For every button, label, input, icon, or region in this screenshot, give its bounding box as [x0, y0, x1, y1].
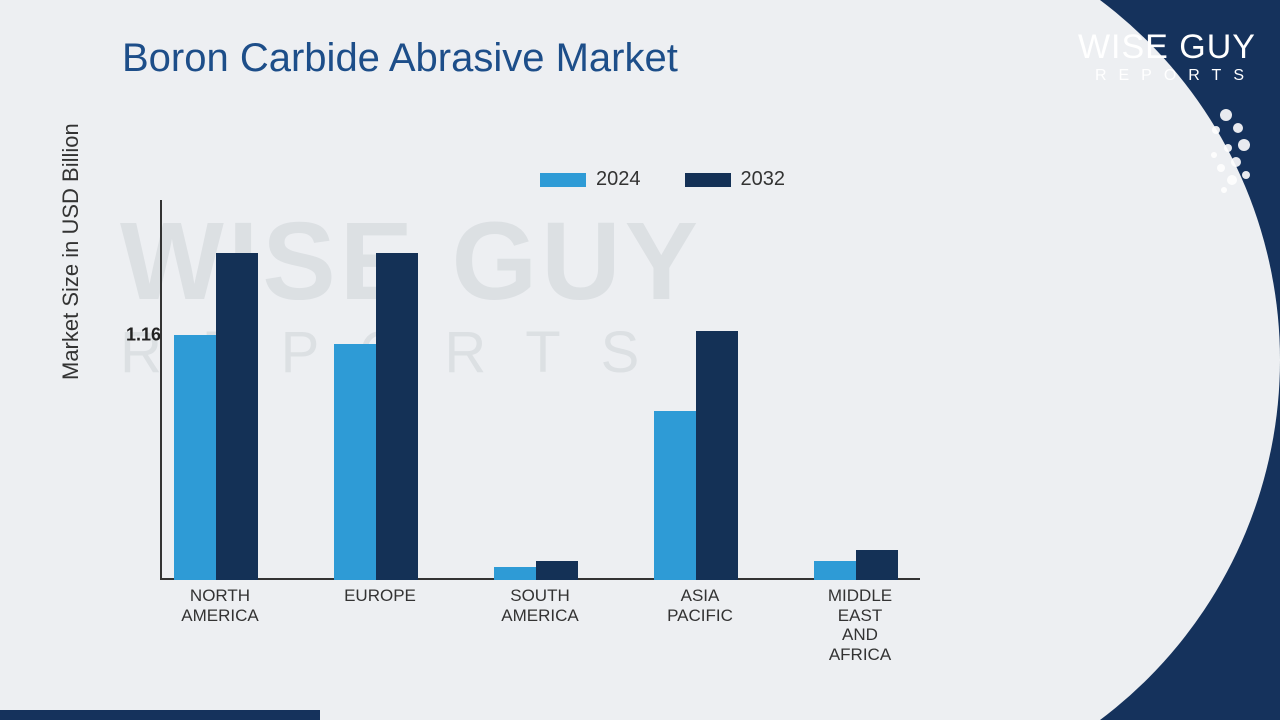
legend: 2024 2032 — [540, 168, 785, 191]
bar-2024 — [814, 561, 856, 580]
y-axis — [160, 200, 162, 580]
bar-2032 — [696, 331, 738, 580]
plot-area: NORTH AMERICAEUROPESOUTH AMERICAASIA PAC… — [120, 200, 920, 580]
legend-label-2024: 2024 — [596, 168, 641, 191]
legend-label-2032: 2032 — [741, 168, 786, 191]
brand-head-icon — [1166, 100, 1256, 210]
y-axis-label: Market Size in USD Billion — [58, 123, 84, 380]
x-category-label: ASIA PACIFIC — [630, 580, 770, 625]
bar-2024 — [654, 411, 696, 580]
x-category-label: EUROPE — [310, 580, 450, 606]
legend-item-2024: 2024 — [540, 168, 641, 191]
brand-line1: WISE GUY — [1078, 28, 1256, 67]
x-category-label: SOUTH AMERICA — [470, 580, 610, 625]
bar-2024 — [334, 344, 376, 580]
chart-title: Boron Carbide Abrasive Market — [122, 36, 678, 81]
legend-swatch-2024 — [540, 173, 586, 187]
x-category-label: MIDDLE EAST AND AFRICA — [790, 580, 930, 664]
chart-canvas: WISE GUY REPORTS Boron Carbide Abrasive … — [0, 0, 1280, 720]
legend-swatch-2032 — [685, 173, 731, 187]
footer-accent-bar — [0, 710, 320, 720]
bar-2024 — [174, 335, 216, 580]
x-category-label: NORTH AMERICA — [150, 580, 290, 625]
bar-2024 — [494, 567, 536, 580]
brand-logo: WISE GUY REPORTS — [1078, 28, 1256, 85]
bar-2032 — [536, 561, 578, 580]
bar-2032 — [376, 253, 418, 580]
brand-line2: REPORTS — [1078, 67, 1256, 85]
bar-2032 — [856, 550, 898, 580]
legend-item-2032: 2032 — [685, 168, 786, 191]
bar-2032 — [216, 253, 258, 580]
